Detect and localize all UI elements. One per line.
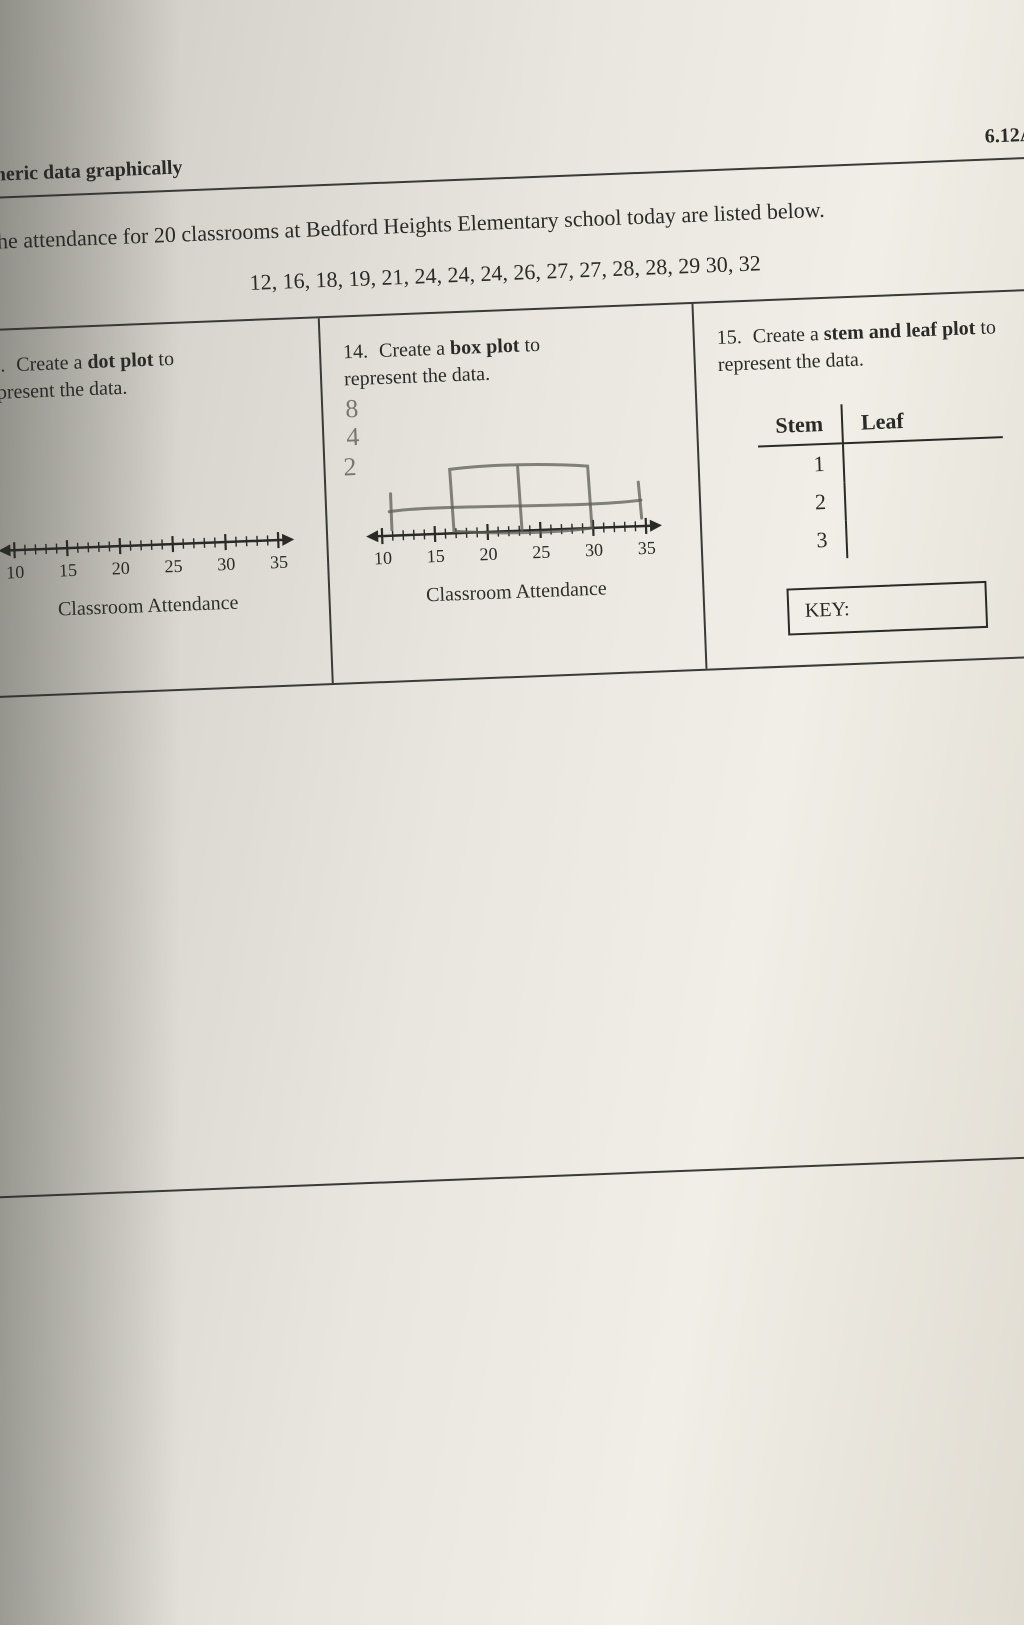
q13-number-line: 10 15 20 25 30 35	[0, 525, 297, 586]
question-row: 13. Create a dot plot torepresent the da…	[0, 290, 1024, 699]
top-partial-text: numeric data graphically	[0, 156, 183, 187]
q13-axis-title: Classroom Attendance	[58, 592, 239, 622]
q13-number: 13.	[0, 354, 6, 377]
stem-cell: 1	[758, 443, 844, 485]
q14-number: 14.	[343, 340, 369, 363]
stem-cell: 2	[760, 482, 846, 523]
svg-text:25: 25	[164, 556, 183, 577]
stem-header: Stem	[757, 404, 843, 446]
q15-number: 15.	[716, 326, 742, 349]
worksheet-sheet: numeric data graphically 6.12A The atten…	[0, 119, 1024, 1199]
svg-text:15: 15	[58, 560, 77, 581]
leaf-cell	[846, 514, 1007, 558]
q14-axis-title: Classroom Attendance	[426, 577, 607, 607]
q13-prompt: 13. Create a dot plot torepresent the da…	[0, 341, 299, 407]
leaf-cell	[843, 437, 1004, 482]
svg-text:10: 10	[5, 562, 24, 583]
key-box: KEY:	[786, 581, 988, 636]
svg-text:2: 2	[343, 452, 357, 481]
key-label: KEY:	[804, 598, 850, 623]
stem-leaf-table: Stem Leaf 123	[757, 398, 1007, 561]
q14-cell: 14. Create a box plot torepresent the da…	[320, 304, 708, 683]
stem-cell: 3	[761, 520, 847, 561]
svg-text:20: 20	[111, 558, 130, 579]
leaf-cell	[844, 476, 1005, 520]
q14-prompt: 14. Create a box plot torepresent the da…	[343, 327, 673, 394]
svg-text:4: 4	[346, 422, 360, 451]
key-value	[857, 598, 863, 621]
q13-cell: 13. Create a dot plot torepresent the da…	[0, 318, 334, 697]
stem-leaf-area: Stem Leaf 123 KEY:	[720, 397, 1024, 638]
q13-axis-wrap: 10 15 20 25 30 35 Classroom Attendance	[0, 525, 307, 624]
q14-text: Create a box plot torepresent the data.	[344, 334, 541, 391]
q13-text: Create a dot plot torepresent the data.	[0, 348, 174, 404]
svg-text:35: 35	[269, 552, 288, 573]
q15-text: Create a stem and leaf plot torepresent …	[717, 316, 996, 376]
standard-code: 6.12A	[984, 124, 1024, 149]
empty-work-area	[0, 657, 1024, 1199]
leaf-header: Leaf	[841, 398, 1002, 443]
worksheet-photo: numeric data graphically 6.12A The atten…	[0, 0, 1024, 1625]
svg-text:30: 30	[216, 554, 235, 575]
q15-cell: 15. Create a stem and leaf plot torepres…	[693, 290, 1024, 669]
svg-text:8: 8	[345, 394, 359, 423]
q15-prompt: 15. Create a stem and leaf plot torepres…	[716, 313, 1024, 379]
student-boxplot-sketch: 8 4 2	[337, 383, 663, 555]
